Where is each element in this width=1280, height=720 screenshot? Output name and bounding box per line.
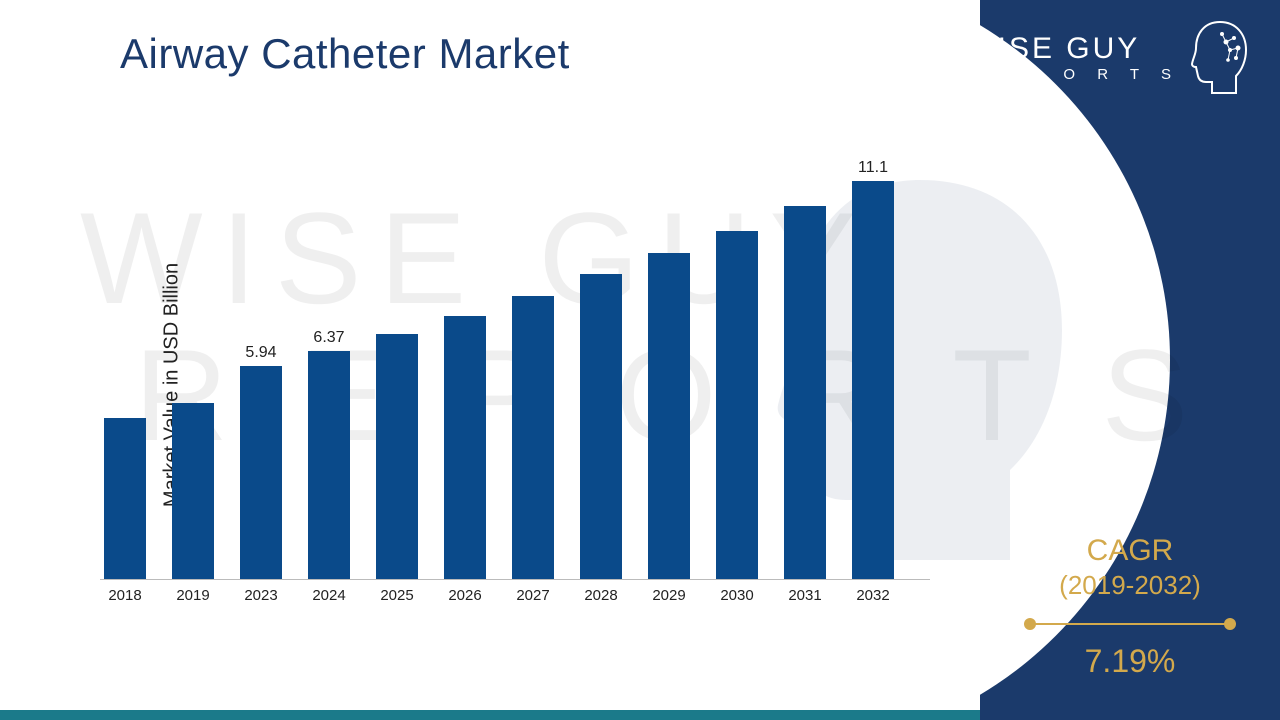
page-root: Airway Catheter Market WISE GUY R E P O … [0,0,1280,720]
bar-value-label: 11.1 [858,159,888,177]
x-tick-label: 2023 [240,587,282,604]
x-tick-label: 2030 [716,587,758,604]
bar [716,231,758,579]
cagr-block: CAGR (2019-2032) 7.19% [1020,534,1240,680]
plot-area: 201820195.9420236.3720242025202620272028… [100,150,930,580]
x-tick-label: 2025 [376,587,418,604]
x-tick-label: 2018 [104,587,146,604]
x-tick-label: 2027 [512,587,554,604]
brand-line2: R E P O R T S [966,66,1180,83]
bar: 5.94 [240,366,282,579]
bar-value-label: 5.94 [245,344,276,362]
cagr-title: CAGR [1020,534,1240,568]
bar [512,296,554,579]
bar: 6.37 [308,351,350,579]
chart-area: Market Value in USD Billion 201820195.94… [60,150,930,620]
x-tick-label: 2029 [648,587,690,604]
bottom-accent-strip [0,710,980,720]
x-tick-label: 2032 [852,587,894,604]
brand-line1: WISE GUY [966,32,1180,66]
chart-title: Airway Catheter Market [120,30,570,78]
cagr-divider [1030,623,1230,625]
bar [580,274,622,579]
brand-text: WISE GUY R E P O R T S [966,32,1180,83]
x-tick-label: 2031 [784,587,826,604]
brand-head-icon [1190,20,1250,95]
bar [648,253,690,579]
bar [784,206,826,579]
x-tick-label: 2026 [444,587,486,604]
brand-logo: WISE GUY R E P O R T S [966,20,1250,95]
bar [444,316,486,579]
bar: 11.1 [852,181,894,579]
bar-value-label: 6.37 [313,329,344,347]
bar [172,403,214,579]
x-tick-label: 2024 [308,587,350,604]
bar [104,418,146,579]
cagr-period: (2019-2032) [1020,570,1240,601]
bar [376,334,418,579]
x-tick-label: 2028 [580,587,622,604]
cagr-value: 7.19% [1020,643,1240,680]
x-tick-label: 2019 [172,587,214,604]
